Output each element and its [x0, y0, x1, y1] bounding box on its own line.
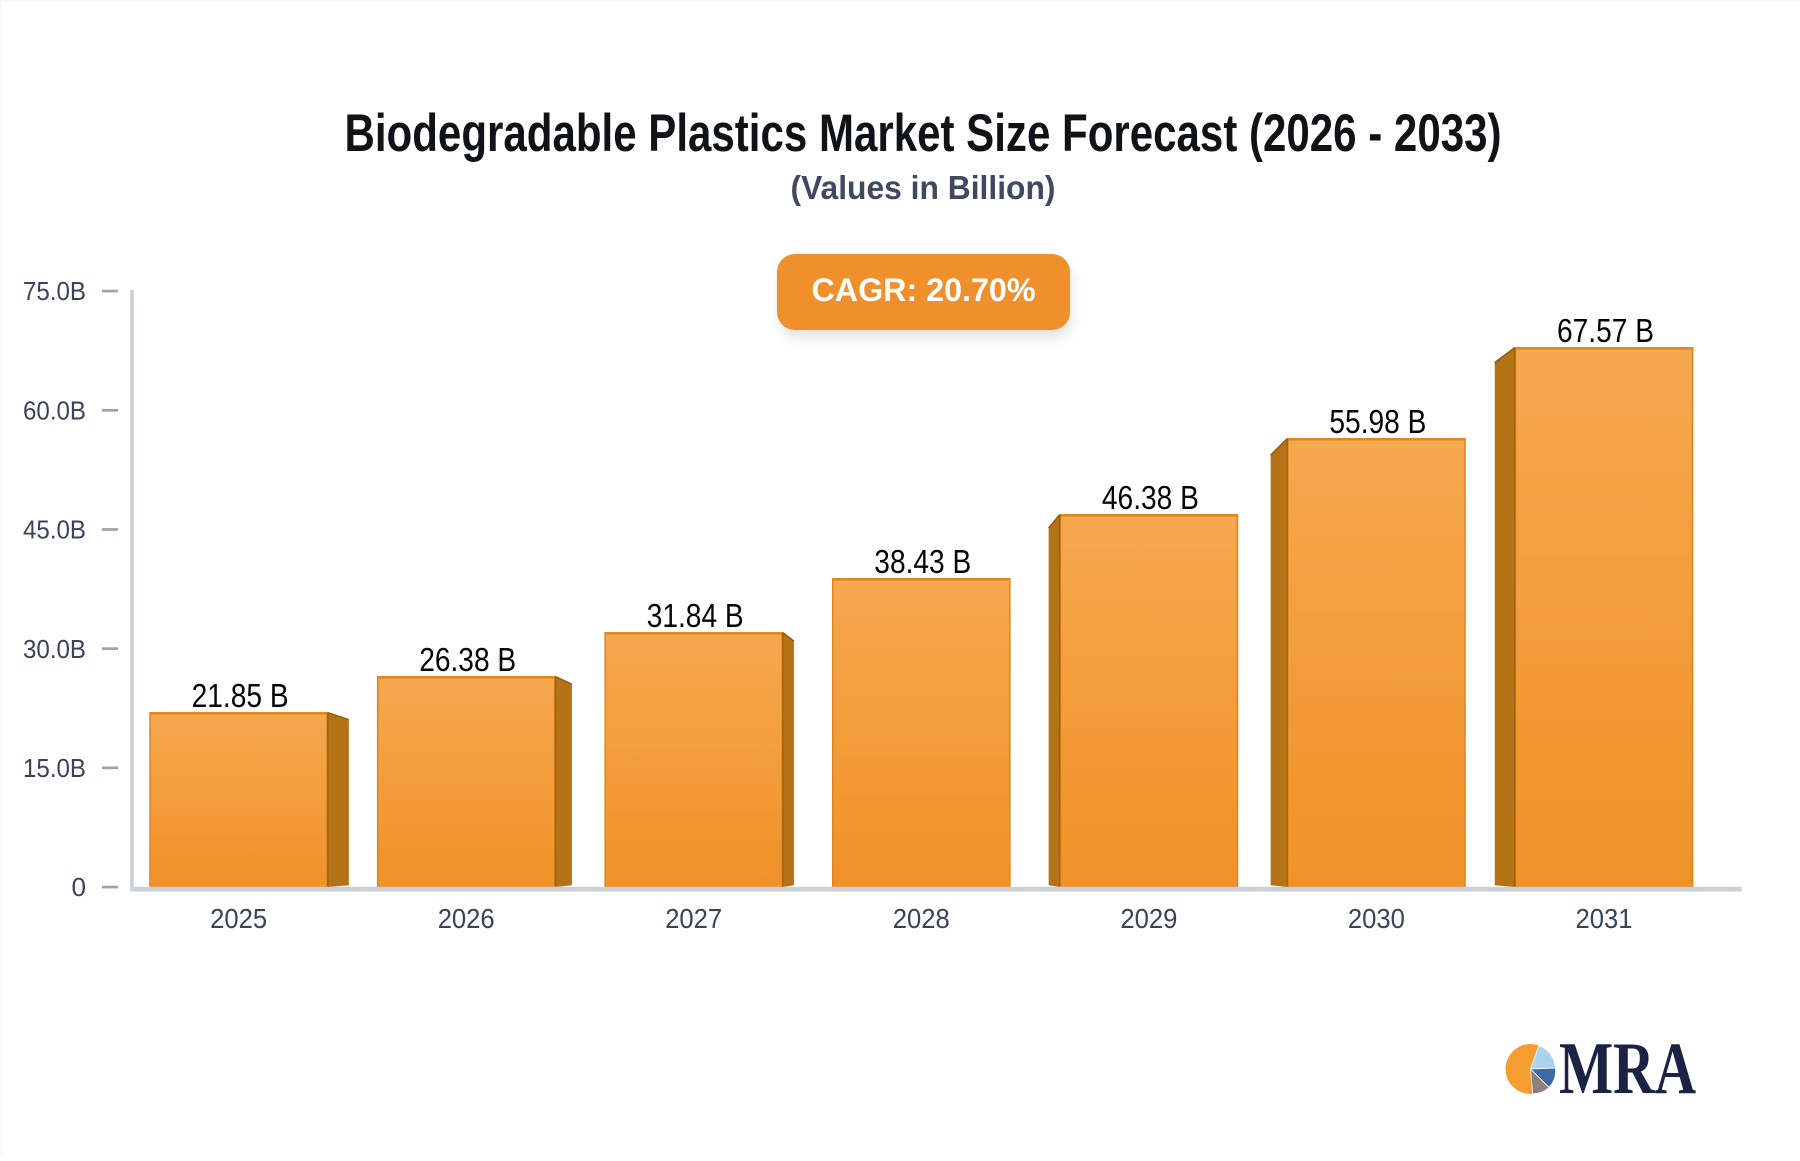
svg-text:CAGR: 20.70%: CAGR: 20.70%	[812, 272, 1036, 308]
svg-text:2027: 2027	[665, 903, 722, 934]
svg-text:31.84 B: 31.84 B	[647, 598, 744, 635]
svg-text:38.43 B: 38.43 B	[874, 544, 971, 581]
svg-text:2029: 2029	[1120, 903, 1177, 934]
svg-text:30.0B: 30.0B	[23, 636, 86, 664]
svg-text:2026: 2026	[438, 903, 495, 934]
svg-text:67.57 B: 67.57 B	[1557, 313, 1654, 350]
svg-text:MRA: MRA	[1559, 1028, 1696, 1110]
svg-text:(Values in Billion): (Values in Billion)	[791, 169, 1056, 206]
svg-text:15.0B: 15.0B	[23, 755, 86, 783]
svg-text:2030: 2030	[1348, 903, 1405, 934]
svg-text:75.0B: 75.0B	[23, 278, 86, 306]
svg-text:0: 0	[72, 874, 87, 902]
svg-text:2031: 2031	[1576, 903, 1633, 934]
svg-text:26.38 B: 26.38 B	[419, 642, 516, 679]
svg-text:60.0B: 60.0B	[23, 397, 86, 425]
svg-text:2025: 2025	[210, 903, 267, 934]
svg-text:55.98 B: 55.98 B	[1329, 404, 1426, 441]
svg-text:Biodegradable Plastics Market: Biodegradable Plastics Market Size Forec…	[345, 104, 1502, 163]
svg-text:46.38 B: 46.38 B	[1102, 480, 1199, 517]
svg-text:2028: 2028	[893, 903, 950, 934]
svg-text:45.0B: 45.0B	[23, 517, 86, 545]
svg-text:21.85 B: 21.85 B	[192, 678, 289, 715]
